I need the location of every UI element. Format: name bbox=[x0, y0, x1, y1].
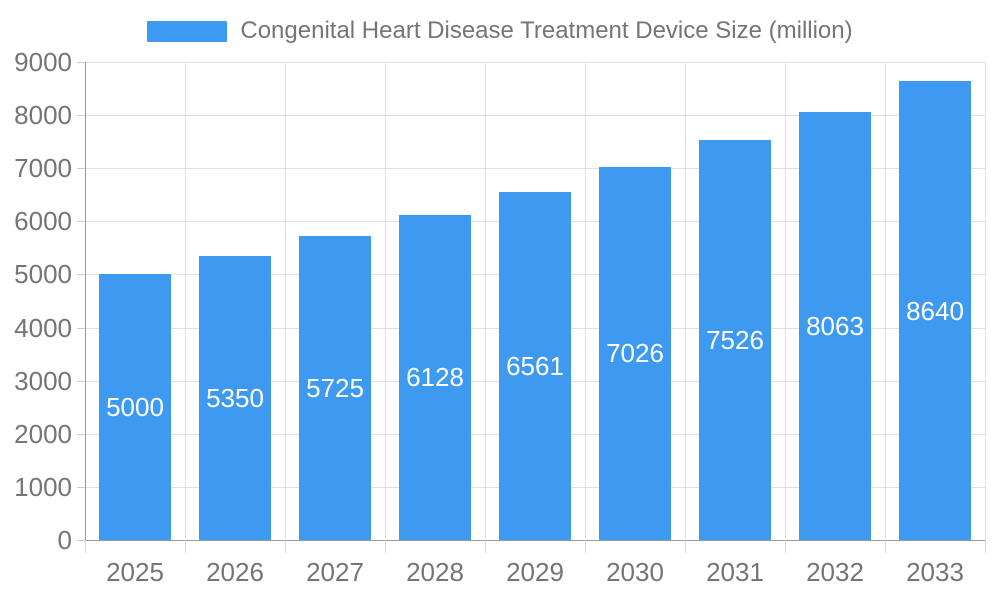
x-axis-tick-label: 2031 bbox=[706, 557, 764, 587]
x-gridline bbox=[485, 62, 486, 540]
bar-value-label: 5350 bbox=[206, 382, 264, 413]
bar-2033[interactable]: 8640 bbox=[899, 81, 971, 540]
x-axis-tick-label: 2032 bbox=[806, 557, 864, 587]
x-tick-mark bbox=[885, 540, 886, 553]
chart-legend[interactable]: Congenital Heart Disease Treatment Devic… bbox=[0, 16, 1000, 46]
x-gridline bbox=[385, 62, 386, 540]
bar-value-label: 8063 bbox=[806, 310, 864, 341]
bar-value-label: 7026 bbox=[606, 338, 664, 369]
x-gridline bbox=[785, 62, 786, 540]
bar-value-label: 8640 bbox=[906, 295, 964, 326]
plot-area: 5000 5350 5725 6128 6561 7026 7526 8063 8640 bbox=[85, 62, 986, 540]
y-axis-tick-label: 4000 bbox=[14, 312, 72, 343]
x-axis-tick-label: 2025 bbox=[106, 557, 164, 587]
y-axis-tick-label: 5000 bbox=[14, 259, 72, 290]
bar-value-label: 7526 bbox=[706, 325, 764, 356]
y-tick-mark bbox=[77, 274, 85, 276]
y-tick-mark bbox=[77, 327, 85, 329]
bar-2026[interactable]: 5350 bbox=[199, 255, 271, 540]
y-axis-tick-label: 6000 bbox=[14, 206, 72, 237]
legend-label: Congenital Heart Disease Treatment Devic… bbox=[240, 17, 853, 44]
bar-2030[interactable]: 7026 bbox=[599, 166, 671, 540]
y-tick-mark bbox=[77, 62, 85, 63]
x-tick-mark bbox=[485, 540, 486, 553]
y-axis-tick-label: 8000 bbox=[14, 100, 72, 131]
x-tick-mark bbox=[985, 540, 986, 553]
y-tick-mark bbox=[77, 221, 85, 223]
x-gridline bbox=[885, 62, 886, 540]
bar-2027[interactable]: 5725 bbox=[299, 235, 371, 540]
x-axis-tick-label: 2028 bbox=[406, 557, 464, 587]
bar-2025[interactable]: 5000 bbox=[99, 274, 171, 540]
bar-value-label: 6128 bbox=[406, 362, 464, 393]
y-axis-tick-label: 0 bbox=[57, 525, 72, 555]
bar-value-label: 5725 bbox=[306, 372, 364, 403]
y-axis-tick-label: 7000 bbox=[14, 153, 72, 184]
x-axis-tick-label: 2026 bbox=[206, 557, 264, 587]
x-axis-tick-label: 2033 bbox=[906, 557, 964, 587]
x-tick-mark bbox=[285, 540, 286, 553]
x-axis-line bbox=[85, 540, 985, 541]
bar-value-label: 6561 bbox=[506, 350, 564, 381]
x-tick-mark bbox=[785, 540, 786, 553]
x-gridline bbox=[685, 62, 686, 540]
x-tick-mark bbox=[685, 540, 686, 553]
bar-2031[interactable]: 7526 bbox=[699, 140, 771, 540]
y-tick-mark bbox=[77, 380, 85, 382]
bar-2028[interactable]: 6128 bbox=[399, 214, 471, 540]
y-axis-tick-label: 9000 bbox=[14, 47, 72, 77]
legend-swatch-icon bbox=[147, 20, 228, 42]
x-axis-tick-label: 2029 bbox=[506, 557, 564, 587]
y-tick-mark bbox=[77, 486, 85, 488]
x-axis-tick-label: 2027 bbox=[306, 557, 364, 587]
x-gridline bbox=[185, 62, 186, 540]
bar-2032[interactable]: 8063 bbox=[799, 111, 871, 540]
bar-value-label: 5000 bbox=[106, 392, 164, 423]
x-tick-mark bbox=[385, 540, 386, 553]
y-axis-tick-label: 1000 bbox=[14, 471, 72, 502]
y-gridline bbox=[85, 168, 985, 170]
y-axis-line bbox=[85, 62, 86, 553]
x-tick-mark bbox=[85, 540, 86, 553]
y-tick-mark bbox=[77, 168, 85, 170]
y-axis-tick-label: 2000 bbox=[14, 418, 72, 449]
y-tick-mark bbox=[77, 540, 85, 541]
y-gridline bbox=[85, 115, 985, 117]
x-axis-tick-label: 2030 bbox=[606, 557, 664, 587]
x-gridline bbox=[285, 62, 286, 540]
x-gridline bbox=[985, 62, 986, 540]
y-tick-mark bbox=[77, 433, 85, 435]
y-tick-mark bbox=[77, 115, 85, 117]
x-gridline bbox=[585, 62, 586, 540]
y-gridline bbox=[85, 62, 985, 63]
x-tick-mark bbox=[585, 540, 586, 553]
y-axis-tick-label: 3000 bbox=[14, 365, 72, 396]
bar-2029[interactable]: 6561 bbox=[499, 191, 571, 540]
x-tick-mark bbox=[185, 540, 186, 553]
